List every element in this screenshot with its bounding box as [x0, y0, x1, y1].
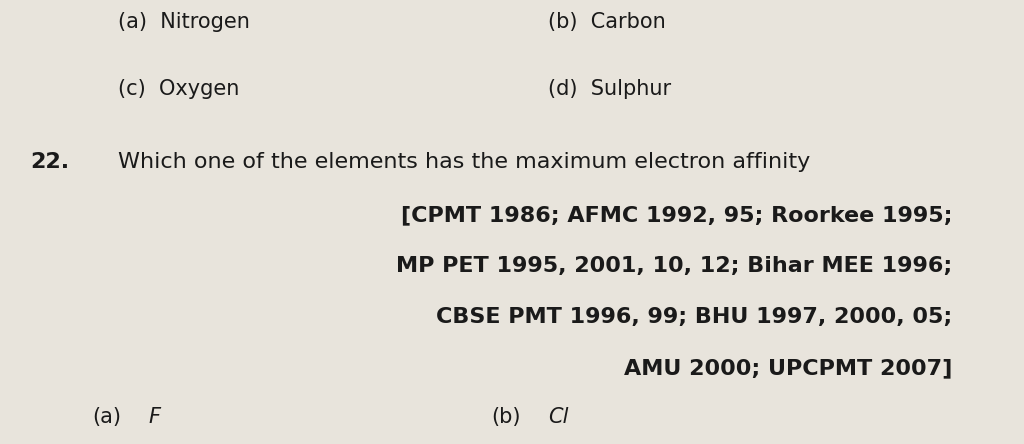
- Text: (c)  Oxygen: (c) Oxygen: [118, 79, 240, 99]
- Text: AMU 2000; UPCPMT 2007]: AMU 2000; UPCPMT 2007]: [624, 358, 952, 379]
- Text: (d)  Sulphur: (d) Sulphur: [548, 79, 671, 99]
- Text: Which one of the elements has the maximum electron affinity: Which one of the elements has the maximu…: [118, 152, 810, 172]
- Text: F: F: [148, 407, 161, 428]
- Text: MP PET 1995, 2001, 10, 12; Bihar MEE 1996;: MP PET 1995, 2001, 10, 12; Bihar MEE 199…: [396, 256, 952, 277]
- Text: (b)  Carbon: (b) Carbon: [548, 12, 666, 32]
- Text: Cl: Cl: [548, 407, 568, 428]
- Text: CBSE PMT 1996, 99; BHU 1997, 2000, 05;: CBSE PMT 1996, 99; BHU 1997, 2000, 05;: [436, 307, 952, 328]
- Text: (b): (b): [492, 407, 521, 428]
- Text: (a): (a): [92, 407, 121, 428]
- Text: [CPMT 1986; AFMC 1992, 95; Roorkee 1995;: [CPMT 1986; AFMC 1992, 95; Roorkee 1995;: [400, 205, 952, 226]
- Text: 22.: 22.: [31, 152, 70, 172]
- Text: (a)  Nitrogen: (a) Nitrogen: [118, 12, 250, 32]
